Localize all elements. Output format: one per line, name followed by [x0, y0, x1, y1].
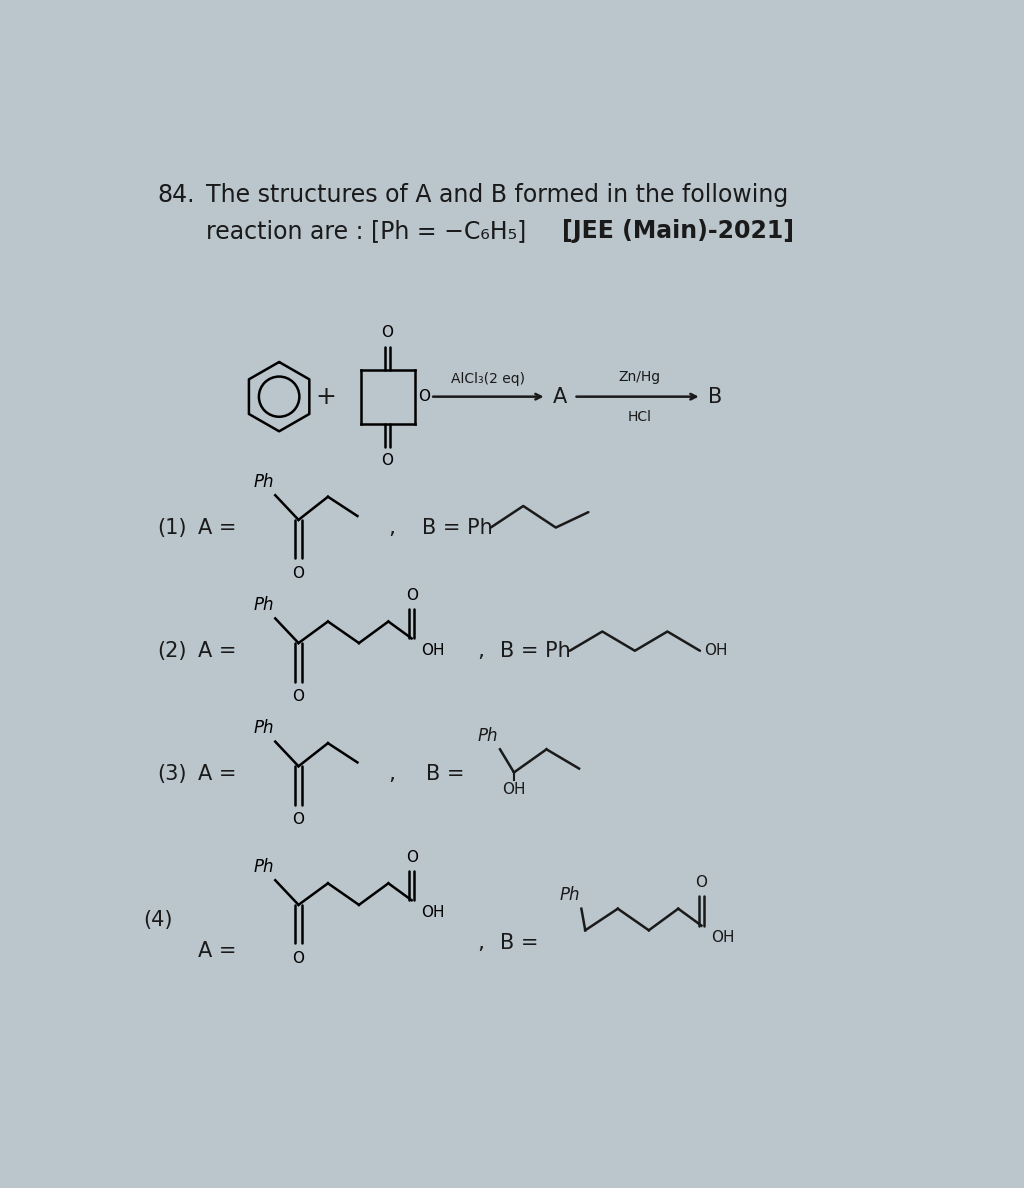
Text: OH: OH [421, 643, 444, 658]
Text: (3): (3) [158, 764, 187, 784]
Text: A =: A = [198, 518, 237, 537]
Text: O: O [293, 813, 304, 828]
Text: O: O [293, 565, 304, 581]
Text: (1): (1) [158, 518, 187, 537]
Text: B: B [708, 386, 722, 406]
Text: Ph: Ph [253, 719, 273, 737]
Text: 84.: 84. [158, 183, 195, 207]
Text: O: O [406, 849, 418, 865]
Text: Zn/Hg: Zn/Hg [618, 369, 660, 384]
Text: A: A [553, 386, 567, 406]
Text: ,: , [477, 640, 484, 661]
Text: O: O [695, 876, 708, 890]
Text: Ph: Ph [253, 473, 273, 491]
Text: HCl: HCl [628, 410, 651, 424]
Text: (2): (2) [158, 640, 187, 661]
Text: B = Ph: B = Ph [423, 518, 494, 537]
Text: O: O [406, 588, 418, 604]
Text: The structures of A and B formed in the following: The structures of A and B formed in the … [206, 183, 787, 207]
Text: OH: OH [711, 930, 734, 946]
Text: A =: A = [198, 941, 237, 961]
Text: O: O [293, 689, 304, 704]
Text: Ph: Ph [478, 727, 499, 745]
Text: ,: , [388, 518, 395, 537]
Text: A =: A = [198, 764, 237, 784]
Text: A =: A = [198, 640, 237, 661]
Text: +: + [315, 385, 336, 409]
Text: (4): (4) [143, 910, 173, 930]
Text: AlCl₃(2 eq): AlCl₃(2 eq) [452, 372, 525, 386]
Text: ,: , [477, 934, 484, 953]
Text: O: O [418, 390, 430, 404]
Text: OH: OH [703, 643, 727, 658]
Text: O: O [382, 326, 393, 341]
Text: B =: B = [500, 934, 539, 953]
Text: Ph: Ph [253, 596, 273, 614]
Text: OH: OH [421, 905, 444, 920]
Text: B = Ph: B = Ph [500, 640, 570, 661]
Text: Ph: Ph [253, 858, 273, 876]
Text: Ph: Ph [559, 886, 580, 904]
Text: ,: , [388, 764, 395, 784]
Text: O: O [293, 952, 304, 966]
Text: reaction are : [Ph = −C₆H₅]: reaction are : [Ph = −C₆H₅] [206, 219, 525, 244]
Text: O: O [382, 453, 393, 468]
Text: B =: B = [426, 764, 465, 784]
Text: [JEE (Main)-2021]: [JEE (Main)-2021] [562, 219, 794, 244]
Text: OH: OH [502, 782, 525, 797]
